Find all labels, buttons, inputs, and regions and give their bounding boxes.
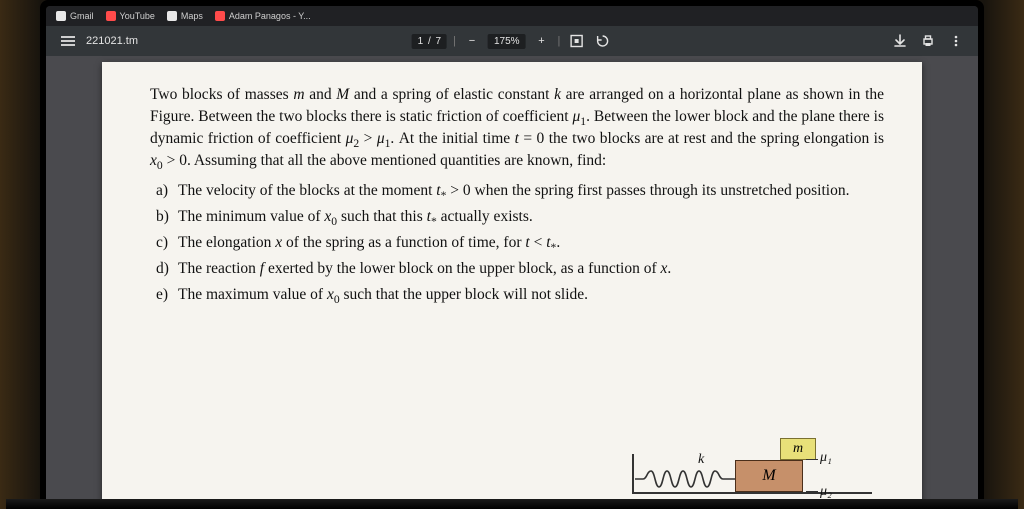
youtube-icon (106, 11, 116, 21)
figure-mu1-label: μ₁ (820, 450, 832, 466)
photo-frame: Gmail YouTube Maps Adam Panagos - Y... (0, 0, 1024, 509)
problem-item-a: The velocity of the blocks at the moment… (178, 180, 884, 202)
screen: Gmail YouTube Maps Adam Panagos - Y... (46, 6, 978, 508)
hamburger-icon (61, 36, 75, 46)
zoom-out-button[interactable]: − (462, 31, 482, 51)
print-button[interactable] (918, 31, 938, 51)
bookmark-label: Maps (181, 11, 203, 21)
more-button[interactable] (946, 31, 966, 51)
zoom-in-button[interactable]: + (532, 31, 552, 51)
problem-item-c: The elongation x of the spring as a func… (178, 232, 884, 254)
fit-page-icon (569, 34, 583, 48)
zoom-level[interactable]: 175% (488, 34, 526, 49)
figure-mu1-leader (806, 459, 818, 460)
youtube-icon (215, 11, 225, 21)
figure-block-small-m: m (780, 438, 816, 460)
pdf-toolbar: 221021.tm 1 / 7 | − 175% + | (46, 26, 978, 56)
more-icon (949, 34, 963, 48)
figure-ground (632, 492, 872, 494)
figure-block-big-M: M (735, 460, 803, 492)
laptop-bezel: Gmail YouTube Maps Adam Panagos - Y... (40, 0, 984, 508)
problem-item-d: The reaction f exerted by the lower bloc… (178, 258, 884, 280)
download-icon (893, 34, 907, 48)
download-button[interactable] (890, 31, 910, 51)
rotate-icon (595, 34, 609, 48)
pdf-page: Two blocks of masses m and M and a sprin… (102, 62, 922, 508)
page-number-input[interactable]: 1 / 7 (412, 34, 447, 49)
page-current: 1 (418, 36, 424, 47)
problem-item-b: The minimum value of x0 such that this t… (178, 206, 884, 228)
page-total: 7 (436, 36, 442, 47)
bookmark-label: YouTube (120, 11, 155, 21)
menu-button[interactable] (58, 31, 78, 51)
problem-intro: Two blocks of masses m and M and a sprin… (150, 84, 884, 172)
bookmarks-bar: Gmail YouTube Maps Adam Panagos - Y... (46, 6, 978, 26)
problem-figure: k M m μ₁ μ₂ (632, 420, 882, 500)
bookmark-gmail[interactable]: Gmail (56, 11, 94, 21)
pdf-filename: 221021.tm (86, 35, 138, 47)
figure-spring (635, 467, 735, 491)
figure-k-label: k (698, 452, 704, 468)
problem-item-e: The maximum value of x0 such that the up… (178, 284, 884, 306)
print-icon (921, 34, 935, 48)
figure-wall (632, 454, 634, 494)
figure-mu2-leader (806, 491, 818, 492)
toolbar-divider: | (453, 35, 456, 47)
bookmark-label: Gmail (70, 11, 94, 21)
figure-mu2-label: μ₂ (820, 484, 832, 500)
problem-list: The velocity of the blocks at the moment… (150, 180, 884, 306)
maps-icon (167, 11, 177, 21)
pdf-page-area[interactable]: Two blocks of masses m and M and a sprin… (46, 56, 978, 508)
bookmark-adam-panagos[interactable]: Adam Panagos - Y... (215, 11, 311, 21)
pdf-toolbar-center: 1 / 7 | − 175% + | (412, 26, 613, 56)
gmail-icon (56, 11, 66, 21)
bookmark-youtube[interactable]: YouTube (106, 11, 155, 21)
rotate-button[interactable] (592, 31, 612, 51)
bookmark-label: Adam Panagos - Y... (229, 11, 311, 21)
bookmark-maps[interactable]: Maps (167, 11, 203, 21)
fit-page-button[interactable] (566, 31, 586, 51)
page-sep: / (428, 36, 431, 47)
toolbar-divider: | (558, 35, 561, 47)
laptop-hinge-bevel (6, 499, 1018, 509)
